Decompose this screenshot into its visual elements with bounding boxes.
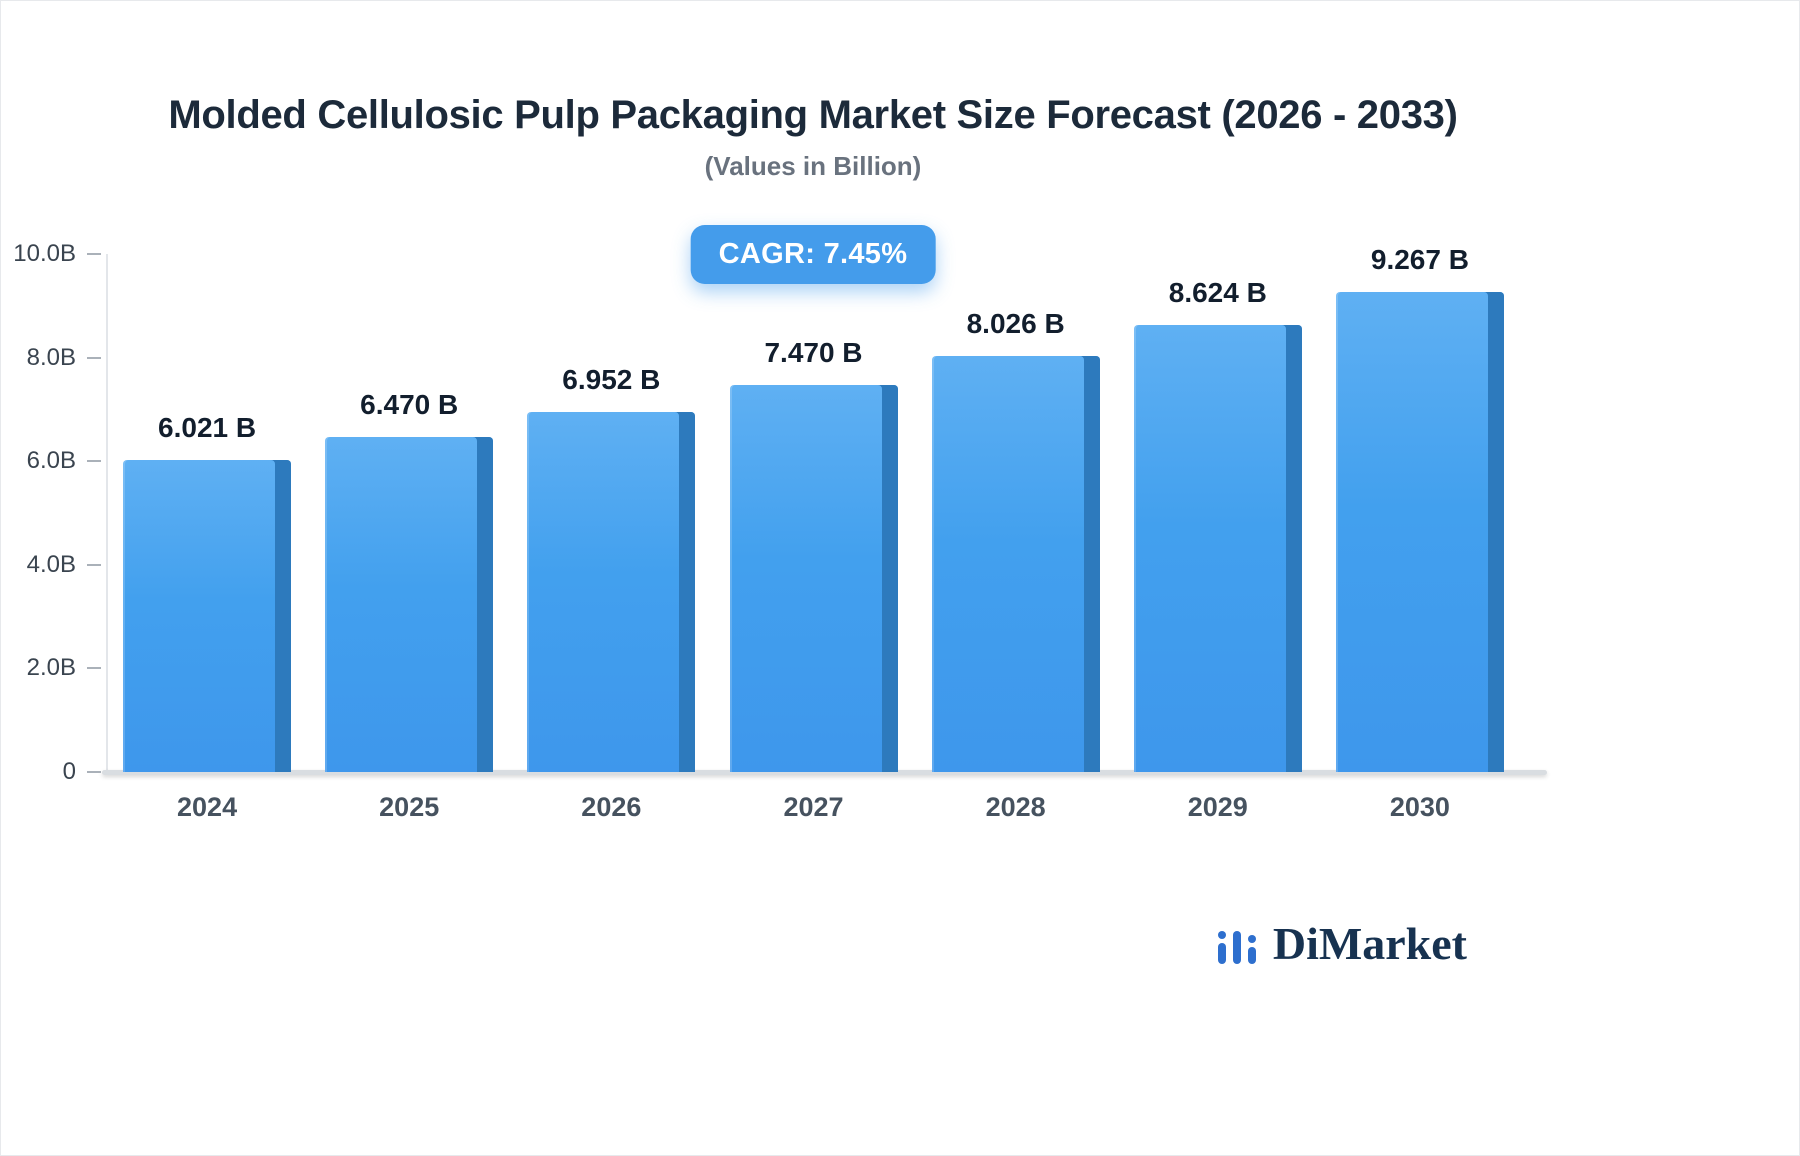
bar-value-label: 8.624 B	[1168, 277, 1267, 309]
y-tick-mark	[87, 460, 101, 463]
y-tick-mark	[87, 253, 101, 255]
bar-2024	[123, 460, 292, 772]
x-tick-label: 2027	[783, 792, 844, 822]
bar-value-label: 6.952 B	[562, 363, 661, 395]
y-tick-label: 0	[62, 758, 76, 785]
y-tick-label: 6.0B	[26, 447, 76, 475]
brand-logo: DiMarket	[1213, 921, 1467, 967]
chart-subtitle: (Values in Billion)	[704, 151, 922, 181]
brand-name: DiMarket	[1272, 918, 1467, 969]
bar-2026	[527, 411, 696, 772]
x-tick-label: 2025	[379, 792, 440, 822]
bar-2028	[931, 356, 1100, 772]
bar-2029	[1133, 325, 1302, 772]
x-tick-label: 2028	[985, 792, 1046, 822]
y-tick-mark	[87, 356, 101, 359]
y-tick-label: 2.0B	[26, 654, 76, 682]
x-axis-baseline	[102, 770, 1547, 775]
x-tick-label: 2024	[177, 792, 238, 822]
y-tick-label: 10.0B	[13, 240, 76, 267]
y-tick-mark	[87, 563, 101, 566]
x-tick-label: 2026	[581, 792, 642, 822]
bar-2025	[325, 436, 494, 772]
bar-chart-icon	[1217, 931, 1256, 964]
bar-value-label: 6.021 B	[158, 412, 257, 444]
bar-2027	[729, 385, 898, 772]
bar-value-label: 7.470 B	[764, 337, 863, 369]
y-tick-mark	[87, 771, 101, 773]
y-tick-label: 4.0B	[26, 550, 76, 578]
plot-area: 0 2.0B 4.0B 6.0B 8.0B 10.0B 6.021 B 2024 6.470 B…	[13, 240, 1547, 822]
x-tick-label: 2029	[1187, 792, 1248, 822]
y-tick-mark	[87, 667, 101, 670]
cagr-badge: CAGR: 7.45%	[690, 225, 936, 284]
y-tick-label: 8.0B	[26, 343, 76, 371]
chart-title: Molded Cellulosic Pulp Packaging Market …	[168, 93, 1458, 137]
x-tick-label: 2030	[1389, 792, 1450, 822]
bar-value-label: 9.267 B	[1370, 243, 1469, 275]
y-axis-line	[106, 254, 108, 772]
bar-value-label: 6.470 B	[360, 388, 459, 420]
bar-value-label: 8.026 B	[966, 308, 1065, 340]
bar-2030	[1335, 291, 1504, 772]
